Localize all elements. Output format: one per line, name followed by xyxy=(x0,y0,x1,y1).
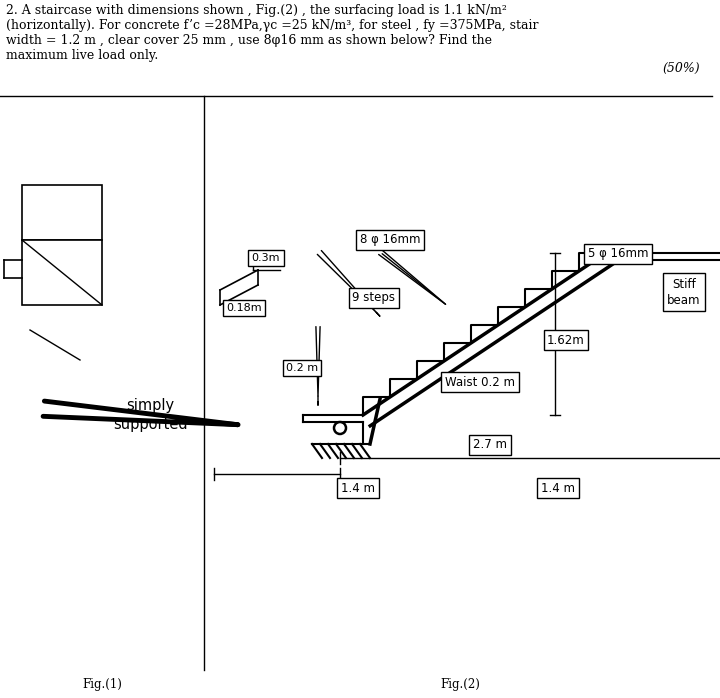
Text: Stiff
beam: Stiff beam xyxy=(667,278,701,306)
Text: 1.62m: 1.62m xyxy=(547,334,585,346)
Text: 8 φ 16mm: 8 φ 16mm xyxy=(360,234,420,246)
Text: 9 steps: 9 steps xyxy=(353,292,395,304)
FancyBboxPatch shape xyxy=(22,240,102,305)
Text: Fig.(2): Fig.(2) xyxy=(440,678,480,691)
Text: maximum live load only.: maximum live load only. xyxy=(6,49,158,62)
Text: Waist 0.2 m: Waist 0.2 m xyxy=(445,376,515,389)
Text: 5 φ 16mm: 5 φ 16mm xyxy=(588,248,648,260)
Circle shape xyxy=(334,422,346,434)
Text: 0.3m: 0.3m xyxy=(252,253,280,263)
Text: (horizontally). For concrete f’c =28MPa,γc =25 kN/m³, for steel , fy =375MPa, st: (horizontally). For concrete f’c =28MPa,… xyxy=(6,19,539,32)
Text: 1.4 m: 1.4 m xyxy=(541,482,575,494)
Text: width = 1.2 m , clear cover 25 mm , use 8φ16 mm as shown below? Find the: width = 1.2 m , clear cover 25 mm , use … xyxy=(6,34,492,47)
Text: 2. A staircase with dimensions shown , Fig.(2) , the surfacing load is 1.1 kN/m²: 2. A staircase with dimensions shown , F… xyxy=(6,4,507,17)
Text: 0.18m: 0.18m xyxy=(226,303,262,313)
Text: 1.4 m: 1.4 m xyxy=(341,482,375,494)
Text: simply
supported: simply supported xyxy=(113,398,187,432)
Text: Fig.(1): Fig.(1) xyxy=(82,678,122,691)
Text: 0.2 m: 0.2 m xyxy=(286,363,318,373)
Text: (50%): (50%) xyxy=(662,62,700,75)
FancyBboxPatch shape xyxy=(22,185,102,240)
Text: 2.7 m: 2.7 m xyxy=(473,438,507,452)
